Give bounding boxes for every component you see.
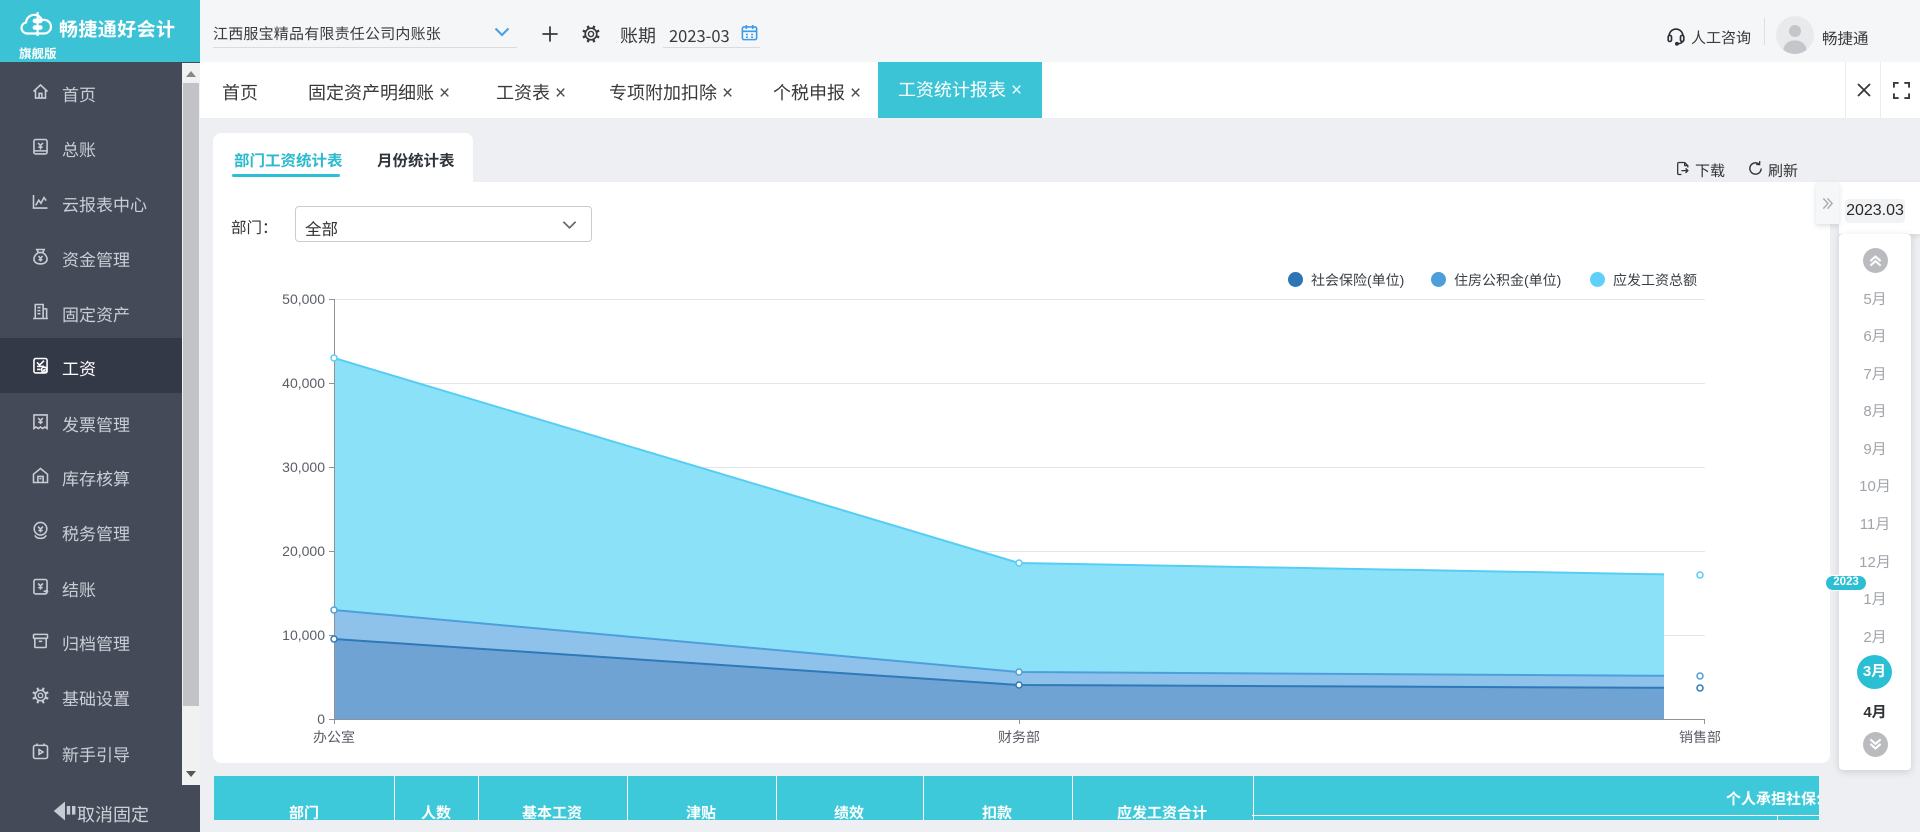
svg-text:50,000: 50,000 <box>282 291 325 307</box>
svg-text:20,000: 20,000 <box>282 543 325 559</box>
svg-text:40,000: 40,000 <box>282 375 325 391</box>
svg-text:10,000: 10,000 <box>282 627 325 643</box>
svg-text:财务部: 财务部 <box>998 729 1040 745</box>
svg-text:办公室: 办公室 <box>313 729 355 745</box>
svg-text:销售部: 销售部 <box>1679 729 1721 745</box>
svg-text:0: 0 <box>317 711 325 727</box>
svg-text:30,000: 30,000 <box>282 459 325 475</box>
